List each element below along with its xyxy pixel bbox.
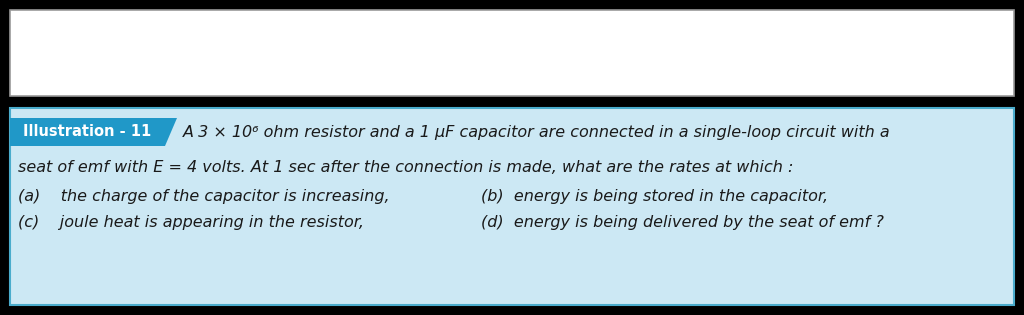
Text: Illustration - 11: Illustration - 11: [24, 124, 152, 140]
Text: A 3 × 10⁶ ohm resistor and a 1 μF capacitor are connected in a single-loop circu: A 3 × 10⁶ ohm resistor and a 1 μF capaci…: [183, 124, 891, 140]
Polygon shape: [10, 118, 177, 146]
Text: (a)    the charge of the capacitor is increasing,: (a) the charge of the capacitor is incre…: [18, 188, 389, 203]
Bar: [10, 10, 1014, 96]
Text: seat of emf with E = 4 volts. At 1 sec after the connection is made, what are th: seat of emf with E = 4 volts. At 1 sec a…: [18, 161, 794, 175]
Text: (d)  energy is being delivered by the seat of emf ?: (d) energy is being delivered by the sea…: [481, 215, 884, 230]
Text: (b)  energy is being stored in the capacitor,: (b) energy is being stored in the capaci…: [481, 188, 828, 203]
Text: (c)    joule heat is appearing in the resistor,: (c) joule heat is appearing in the resis…: [18, 215, 364, 230]
Bar: [10, 108, 1014, 305]
